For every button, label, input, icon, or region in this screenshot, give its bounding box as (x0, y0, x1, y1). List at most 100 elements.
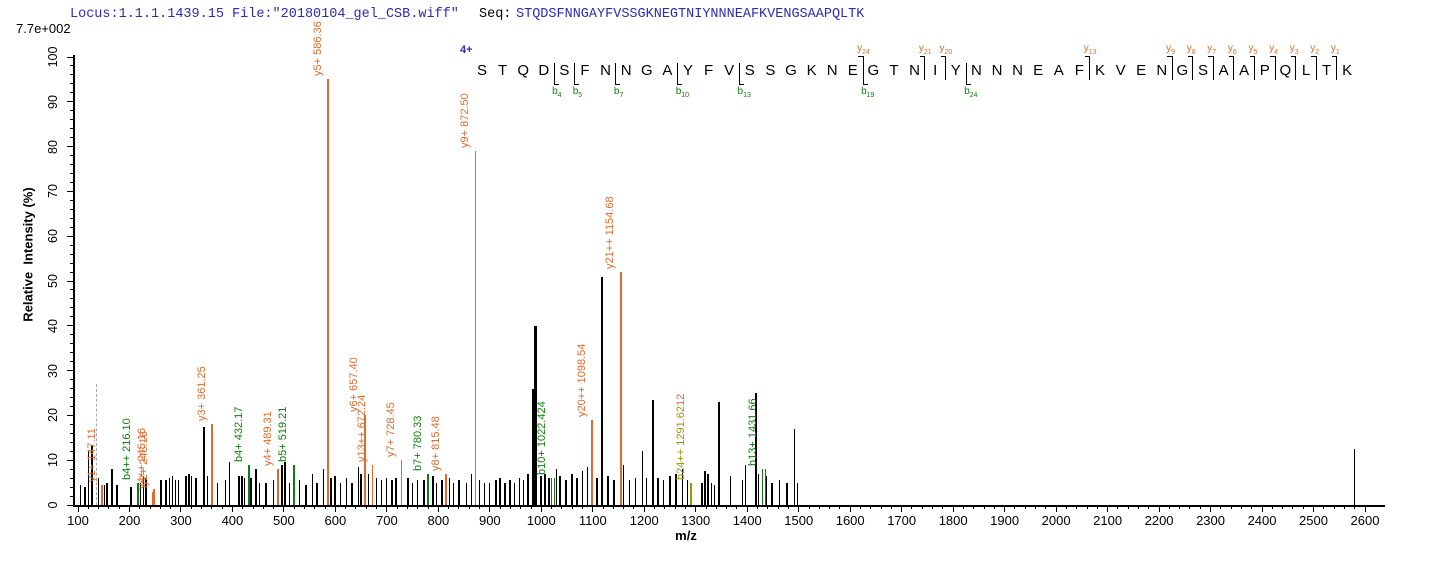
x-tick-label: 2300 (1196, 513, 1225, 528)
y-tick-label: 20 (46, 408, 60, 423)
precursor-charge-label: 4+ (460, 44, 473, 56)
x-minor-tick (1045, 506, 1047, 509)
peak-label: y2+ 248.16 (137, 431, 150, 487)
spectrum-peak (681, 469, 684, 505)
x-minor-tick (1323, 506, 1325, 509)
spectrum-peak (367, 473, 370, 505)
spectrum-peak (634, 478, 637, 505)
x-minor-tick (499, 506, 501, 509)
spectrum-peak (216, 482, 219, 505)
fragment-y-hook (1331, 56, 1337, 57)
peak-label: b4+ 432.17 (232, 406, 245, 462)
fragment-y-hook (1167, 56, 1173, 57)
peptide-residue: Q (1279, 62, 1292, 79)
spectrum-peak (316, 482, 318, 505)
spectrum-peak (641, 451, 644, 505)
y-tick-label: 70 (46, 184, 60, 199)
spectrum-peak (628, 480, 631, 505)
peptide-residue: N (600, 62, 612, 79)
x-minor-tick (654, 506, 656, 509)
spectrum-peak-annotated (400, 460, 403, 505)
spectrum-peak (465, 482, 468, 505)
spectrum-peak-annotated (248, 464, 250, 505)
spectrum-peak (188, 473, 190, 505)
y-ion-label: y9 (1166, 43, 1175, 56)
spectrum-peak (576, 478, 578, 505)
x-tick-label: 2000 (1041, 513, 1071, 528)
spectrum-peak (704, 471, 706, 505)
x-minor-tick (139, 506, 141, 509)
fragment-cleavage-line (1254, 56, 1255, 80)
x-major-tick (952, 506, 954, 512)
spectrum-peak (84, 487, 86, 505)
peptide-residue: N (909, 62, 921, 79)
x-minor-tick (520, 506, 522, 509)
y-major-tick (67, 504, 73, 506)
peak-label: y8+ 815.48 (429, 415, 442, 471)
y-ion-label: y6 (1227, 43, 1237, 56)
spectrum-peak (744, 464, 747, 505)
spectrum-peak (258, 482, 261, 505)
peak-label: b5+ 519.21 (277, 406, 290, 462)
spectrum-peak (669, 475, 671, 505)
spectrum-peak (422, 480, 425, 505)
peak-label: b13+ 1431.66 (747, 398, 760, 467)
x-minor-tick (1292, 506, 1294, 509)
x-minor-tick (808, 506, 810, 509)
peptide-residue: S (765, 62, 776, 79)
fragment-cleavage-line (1192, 56, 1194, 80)
fragment-cleavage-line (1233, 56, 1235, 80)
y-minor-tick (70, 128, 73, 130)
spectrum-peak-annotated (761, 469, 763, 505)
fragment-cleavage-line (965, 63, 967, 85)
peak-label-suffix: 12 (674, 393, 687, 406)
x-minor-tick (1333, 506, 1335, 509)
spectrum-peak (571, 473, 573, 505)
x-minor-tick (252, 506, 254, 509)
peptide-residue: A (1218, 62, 1229, 79)
spectrum-peak (339, 482, 342, 505)
x-minor-tick (551, 506, 553, 509)
peak-label: b10+ 1022.424 (536, 401, 549, 476)
x-major-tick (334, 506, 336, 512)
spectrum-peak (250, 478, 253, 505)
spectrum-peak-annotated (474, 151, 477, 505)
spectrum-peak (488, 482, 491, 505)
spectrum-peak (435, 482, 438, 505)
spectrum-peak (116, 484, 118, 505)
peptide-residue: G (785, 62, 797, 79)
x-minor-tick (1199, 506, 1201, 509)
y-minor-tick (70, 119, 73, 121)
spectrum-peak (534, 325, 537, 505)
x-minor-tick (293, 506, 295, 509)
y-minor-tick (70, 379, 73, 381)
y-major-tick (67, 101, 73, 103)
spectrum-peak-annotated (591, 419, 593, 505)
y-minor-tick (70, 423, 73, 425)
spectrum-peak-annotated (151, 491, 154, 505)
x-tick-label: 1000 (526, 513, 556, 528)
spectrum-peak (765, 475, 768, 505)
y-minor-tick (70, 271, 73, 273)
x-minor-tick (221, 506, 223, 509)
y-minor-tick (70, 477, 73, 479)
x-axis-title: m/z (675, 528, 697, 543)
spectrum-peak-annotated (211, 424, 214, 505)
fragment-cleavage-line (615, 63, 617, 85)
x-major-tick (231, 506, 233, 512)
spectrum-peak (322, 469, 325, 505)
b-ion-label: b24 (964, 86, 978, 99)
y-minor-tick (70, 83, 73, 85)
spectrum-peak (717, 401, 721, 505)
y-minor-tick (70, 208, 73, 210)
peptide-sequence-text: STQDSFNNGAYFVSSGKNEGTNIYNNNEAFKVENGSAAPQ… (516, 7, 865, 22)
y-major-tick (67, 190, 73, 192)
spectrum-peak-annotated (371, 464, 374, 505)
spectrum-peak (513, 482, 516, 505)
spectrum-peak (177, 480, 180, 505)
spectrum-peak (504, 482, 506, 505)
peptide-residue: N (970, 62, 982, 79)
x-minor-tick (921, 506, 923, 509)
fragment-cleavage-line (862, 56, 864, 85)
